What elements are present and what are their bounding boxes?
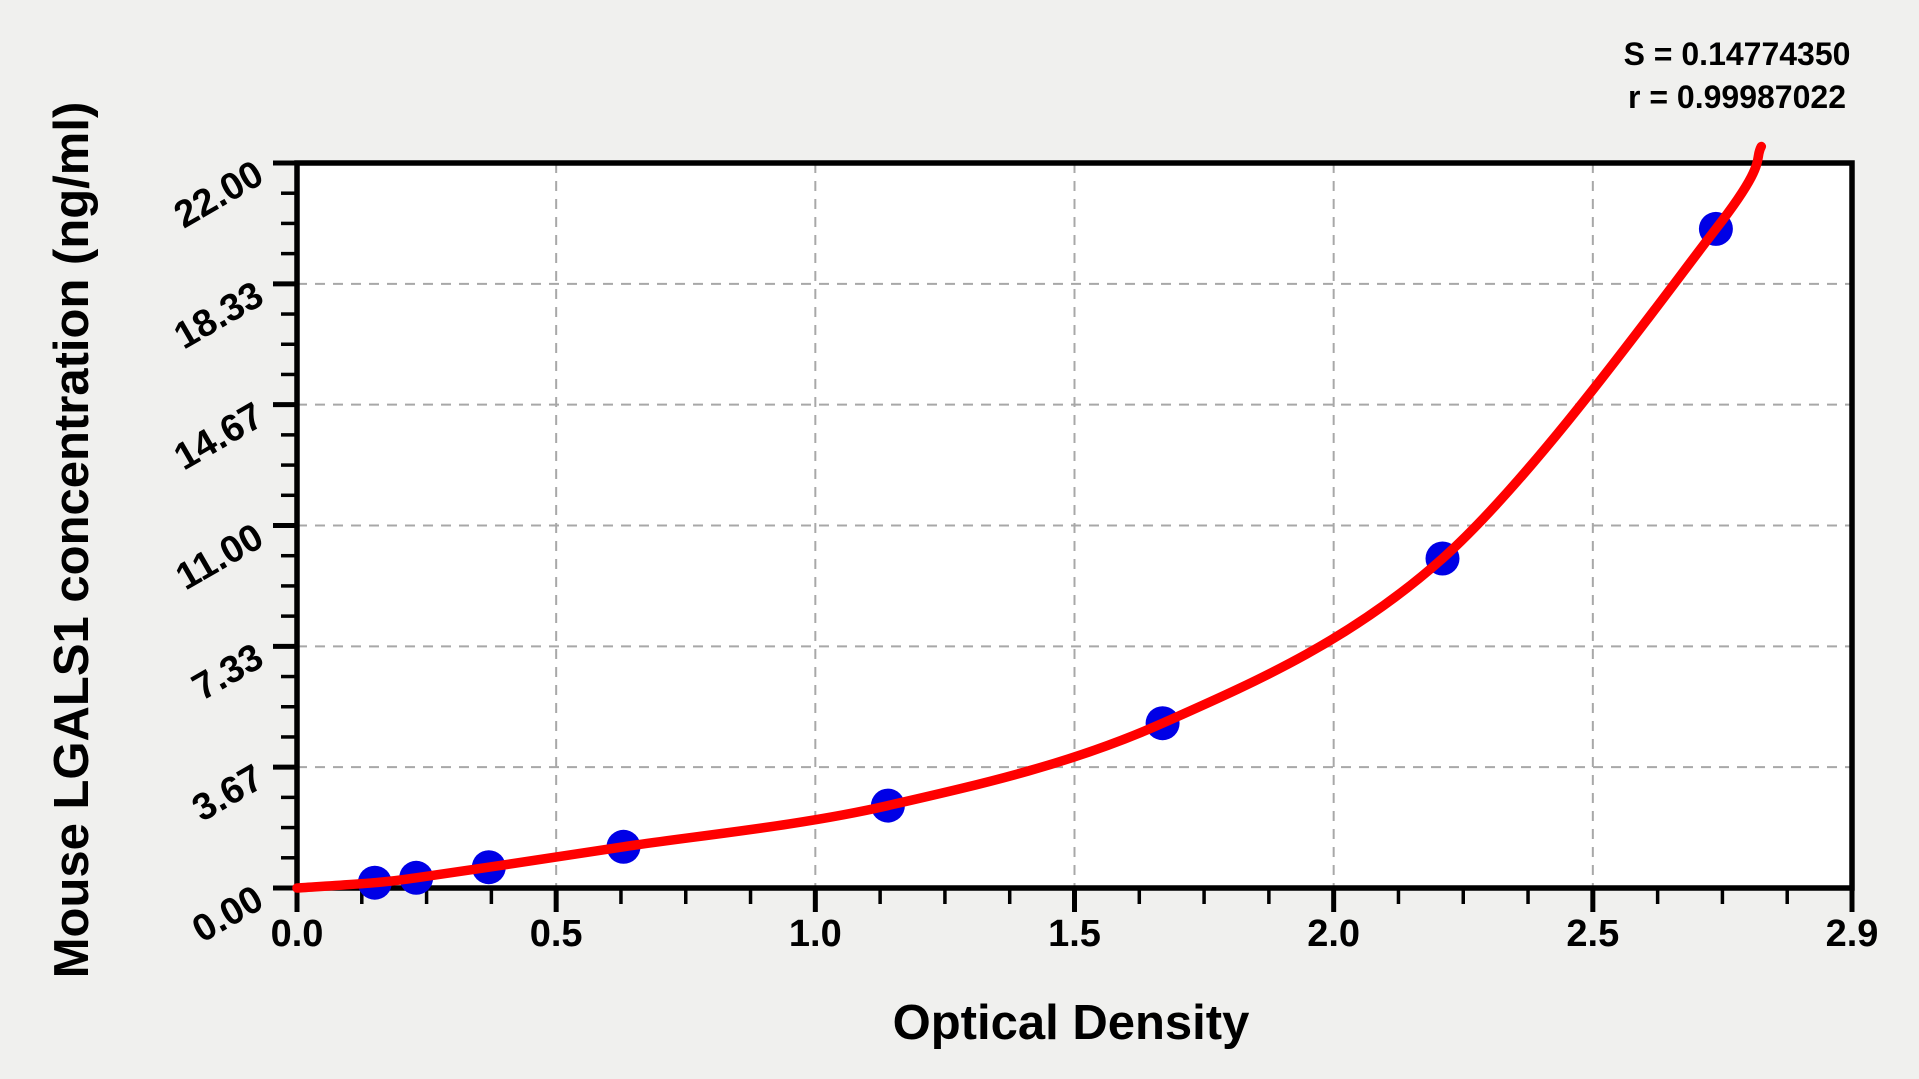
x-axis-title: Optical Density <box>892 996 1250 1050</box>
x-axis-tick-label: 2.5 <box>1566 913 1620 955</box>
fit-statistic-r: r = 0.99987022 <box>1628 79 1846 115</box>
x-axis-tick-label: 0.0 <box>270 913 324 955</box>
x-axis-tick-label: 0.5 <box>529 913 583 955</box>
fit-statistics: S = 0.14774350 r = 0.99987022 <box>1624 33 1851 119</box>
y-axis-title: Mouse LGALS1 concentration (ng/ml) <box>45 101 99 979</box>
x-axis-tick-label: 1.5 <box>1048 913 1101 955</box>
x-axis-tick-label: 1.0 <box>788 913 842 955</box>
x-axis-tick-label: 2.9 <box>1825 913 1879 955</box>
fit-statistic-s: S = 0.14774350 <box>1623 36 1851 72</box>
fitted-curve <box>292 141 1767 893</box>
plot-frame <box>294 160 1855 891</box>
x-axis-tick-label: 2.0 <box>1307 913 1361 955</box>
